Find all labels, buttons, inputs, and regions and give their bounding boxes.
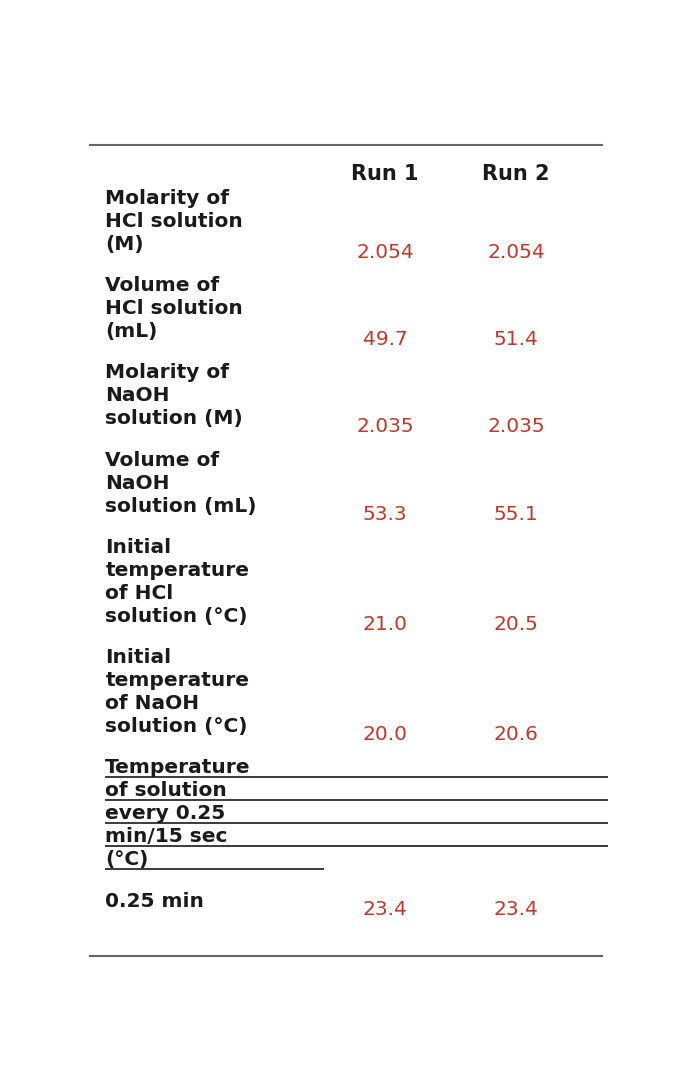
Text: temperature: temperature <box>105 672 249 690</box>
Text: min/15 sec: min/15 sec <box>105 828 227 846</box>
Text: Temperature: Temperature <box>105 758 251 778</box>
Text: 2.054: 2.054 <box>356 243 414 261</box>
Text: solution (°C): solution (°C) <box>105 717 248 736</box>
Text: 51.4: 51.4 <box>493 330 539 349</box>
Text: temperature: temperature <box>105 561 249 579</box>
Text: Initial: Initial <box>105 538 171 557</box>
Text: NaOH: NaOH <box>105 386 170 406</box>
Text: Run 1: Run 1 <box>352 164 419 183</box>
Text: of HCl: of HCl <box>105 584 173 603</box>
Text: 2.035: 2.035 <box>356 418 414 436</box>
Text: solution (M): solution (M) <box>105 409 243 429</box>
Text: 20.6: 20.6 <box>493 725 539 744</box>
Text: Molarity of: Molarity of <box>105 363 230 382</box>
Text: solution (°C): solution (°C) <box>105 607 248 626</box>
Text: 20.0: 20.0 <box>362 725 408 744</box>
Text: 55.1: 55.1 <box>493 505 539 524</box>
Text: 23.4: 23.4 <box>493 899 539 919</box>
Text: solution (mL): solution (mL) <box>105 497 256 515</box>
Text: Molarity of: Molarity of <box>105 189 230 207</box>
Text: HCl solution: HCl solution <box>105 212 243 231</box>
Text: of NaOH: of NaOH <box>105 694 199 713</box>
Text: Run 2: Run 2 <box>482 164 549 183</box>
Text: 0.25 min: 0.25 min <box>105 892 204 910</box>
Text: Initial: Initial <box>105 648 171 667</box>
Text: NaOH: NaOH <box>105 473 170 493</box>
Text: 23.4: 23.4 <box>362 899 408 919</box>
Text: (mL): (mL) <box>105 322 158 341</box>
Text: (°C): (°C) <box>105 851 148 869</box>
Text: 2.054: 2.054 <box>487 243 545 261</box>
Text: 21.0: 21.0 <box>362 615 408 634</box>
Text: (M): (M) <box>105 234 144 254</box>
Text: of solution: of solution <box>105 781 227 801</box>
Text: Volume of: Volume of <box>105 276 219 295</box>
Text: HCl solution: HCl solution <box>105 299 243 318</box>
Text: Volume of: Volume of <box>105 450 219 470</box>
Text: 20.5: 20.5 <box>493 615 539 634</box>
Text: 49.7: 49.7 <box>362 330 408 349</box>
Text: 2.035: 2.035 <box>487 418 545 436</box>
Text: 53.3: 53.3 <box>363 505 408 524</box>
Text: every 0.25: every 0.25 <box>105 804 225 824</box>
